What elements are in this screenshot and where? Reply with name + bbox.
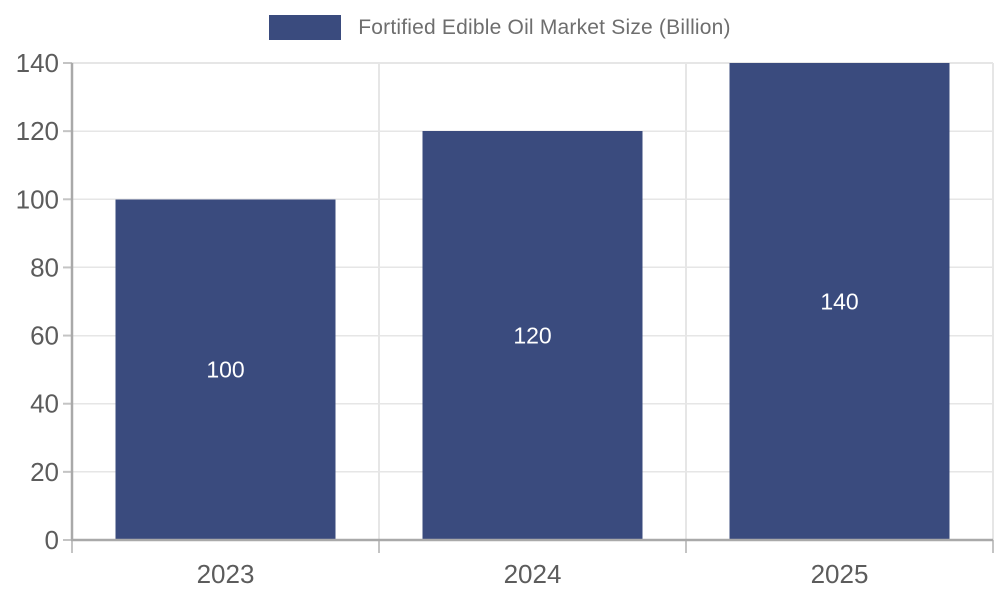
bar-2023: [115, 199, 336, 541]
y-tick-label: 80: [30, 252, 59, 282]
chart-legend: Fortified Edible Oil Market Size (Billio…: [0, 15, 1000, 40]
legend-swatch: [269, 15, 342, 40]
bar-value-label: 100: [206, 357, 244, 383]
x-tick-label: 2023: [197, 559, 255, 589]
y-tick-label: 120: [16, 116, 59, 146]
x-tick-label: 2024: [504, 559, 562, 589]
y-tick-label: 60: [30, 321, 59, 351]
legend-series-label: Fortified Edible Oil Market Size (Billio…: [358, 15, 731, 39]
axes-layer: [63, 62, 994, 553]
bar-2025: [729, 63, 950, 540]
y-tick-label: 0: [45, 525, 59, 555]
bar-value-label: 120: [513, 323, 551, 349]
y-tick-label: 100: [16, 184, 59, 214]
x-tick-label: 2025: [811, 559, 869, 589]
bar-2024: [422, 131, 643, 540]
y-tick-label: 40: [30, 389, 59, 419]
y-tick-label: 20: [30, 457, 59, 487]
bar-value-label: 140: [820, 289, 858, 315]
bars-layer: [115, 63, 950, 541]
y-tick-label: 140: [16, 48, 59, 78]
labels-layer: 100 2023 120 2024 140 2025 0 20 40 60 80 100 120 140: [16, 48, 869, 589]
